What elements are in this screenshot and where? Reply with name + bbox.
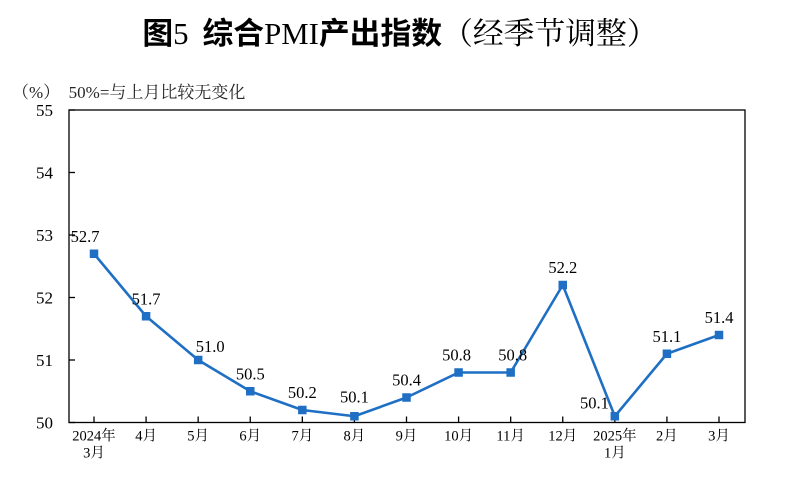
svg-text:52.2: 52.2 [548, 258, 577, 277]
svg-text:52.7: 52.7 [71, 227, 100, 246]
svg-text:2月: 2月 [656, 428, 678, 445]
svg-text:53: 53 [36, 226, 53, 245]
svg-text:3月: 3月 [708, 428, 730, 445]
svg-text:12月: 12月 [548, 428, 577, 445]
svg-text:2024年: 2024年 [72, 427, 116, 445]
svg-text:50.4: 50.4 [392, 371, 421, 390]
svg-text:6月: 6月 [239, 428, 261, 445]
svg-text:51.0: 51.0 [196, 337, 225, 356]
svg-text:50: 50 [36, 413, 53, 432]
svg-text:1月: 1月 [604, 445, 626, 462]
svg-text:50.1: 50.1 [340, 387, 369, 406]
svg-text:51: 51 [36, 351, 53, 370]
svg-text:2025年: 2025年 [593, 427, 637, 445]
svg-text:5月: 5月 [187, 428, 209, 445]
svg-text:52: 52 [36, 288, 53, 307]
svg-text:3月: 3月 [83, 445, 105, 462]
svg-text:50.5: 50.5 [236, 364, 265, 383]
svg-text:55: 55 [36, 101, 53, 120]
svg-text:54: 54 [36, 163, 54, 182]
svg-text:4月: 4月 [135, 428, 157, 445]
svg-text:10月: 10月 [444, 428, 473, 445]
svg-text:50.8: 50.8 [442, 346, 471, 365]
svg-text:8月: 8月 [344, 428, 366, 445]
svg-text:7月: 7月 [291, 428, 313, 445]
svg-text:51.4: 51.4 [705, 308, 734, 327]
svg-text:51.7: 51.7 [132, 289, 161, 308]
svg-text:50.8: 50.8 [498, 346, 527, 365]
svg-text:9月: 9月 [396, 428, 418, 445]
svg-text:50.2: 50.2 [288, 383, 317, 402]
svg-text:11月: 11月 [496, 428, 524, 445]
svg-text:50.1: 50.1 [580, 393, 609, 412]
svg-text:51.1: 51.1 [652, 327, 681, 346]
